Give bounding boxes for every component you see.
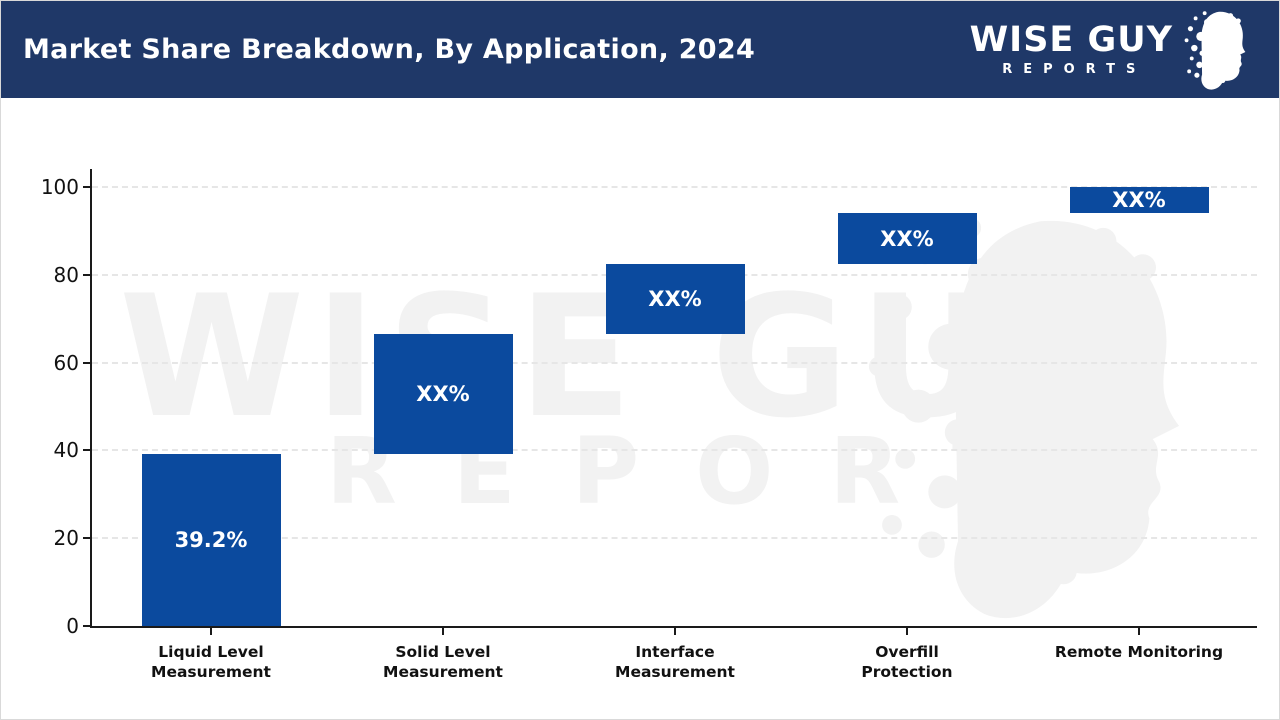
category-label: Liquid Level Measurement (151, 643, 271, 682)
watermark-head-dots-icon (868, 218, 1180, 619)
x-tick-1 (442, 628, 444, 635)
logo-text: WISE GUY REPORTS (969, 20, 1173, 77)
bar-value-label: 39.2% (174, 527, 248, 552)
wise-guy-reports-logo: WISE GUY REPORTS (970, 8, 1251, 92)
x-tick-4 (1138, 628, 1140, 635)
y-tick-40 (83, 449, 91, 452)
bar-value-label: XX% (1112, 188, 1166, 213)
y-axis-line (90, 169, 92, 627)
gridline-y-20 (92, 537, 1257, 540)
logo-head-dots-icon (1184, 10, 1246, 90)
y-tick-label-20: 20 (53, 526, 79, 551)
bar-solid-level-measurement: XX% (373, 333, 513, 454)
bar-remote-monitoring: XX% (1069, 187, 1209, 214)
bar-value-label: XX% (648, 286, 702, 311)
category-label: Interface Measurement (615, 643, 735, 682)
category-label: Overfill Protection (861, 643, 953, 682)
y-tick-label-60: 60 (53, 350, 79, 375)
category-label: Remote Monitoring (1054, 643, 1224, 661)
y-tick-label-80: 80 (53, 262, 79, 287)
y-tick-label-40: 40 (53, 438, 79, 463)
bar-liquid-level-measurement: 39.2% (141, 453, 281, 626)
y-tick-0 (83, 625, 91, 627)
bar-value-label: XX% (416, 381, 470, 406)
y-tick-80 (83, 273, 91, 276)
logo-subtitle: REPORTS (1002, 62, 1147, 77)
gridline-y-40 (92, 449, 1257, 452)
y-tick-label-0: 0 (66, 614, 79, 638)
x-tick-3 (906, 628, 908, 635)
category-label: Solid Level Measurement (383, 643, 503, 682)
header-bar: Market Share Breakdown, By Application, … (1, 1, 1279, 98)
x-tick-2 (674, 628, 676, 635)
bar-overfill-protection: XX% (837, 213, 977, 264)
gridline-y-100 (92, 186, 1257, 188)
y-tick-20 (83, 537, 91, 540)
x-axis-line (90, 626, 1257, 628)
gridline-y-60 (92, 361, 1257, 364)
page-title: Market Share Breakdown, By Application, … (23, 34, 756, 65)
logo-wordmark: WISE GUY (969, 20, 1173, 60)
bar-value-label: XX% (880, 226, 934, 251)
y-tick-label-100: 100 (40, 175, 79, 199)
y-tick-60 (83, 361, 91, 364)
bar-interface-measurement: XX% (605, 263, 745, 334)
y-tick-100 (83, 186, 91, 188)
x-tick-0 (210, 628, 212, 635)
